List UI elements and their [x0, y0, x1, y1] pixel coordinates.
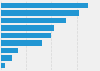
Bar	[1, 40, 42, 46]
Bar	[1, 25, 54, 31]
Bar	[1, 3, 88, 8]
Bar	[1, 18, 66, 23]
Bar	[1, 63, 5, 68]
Bar	[1, 55, 12, 61]
Bar	[1, 33, 51, 38]
Bar	[1, 10, 79, 16]
Bar	[1, 48, 18, 53]
